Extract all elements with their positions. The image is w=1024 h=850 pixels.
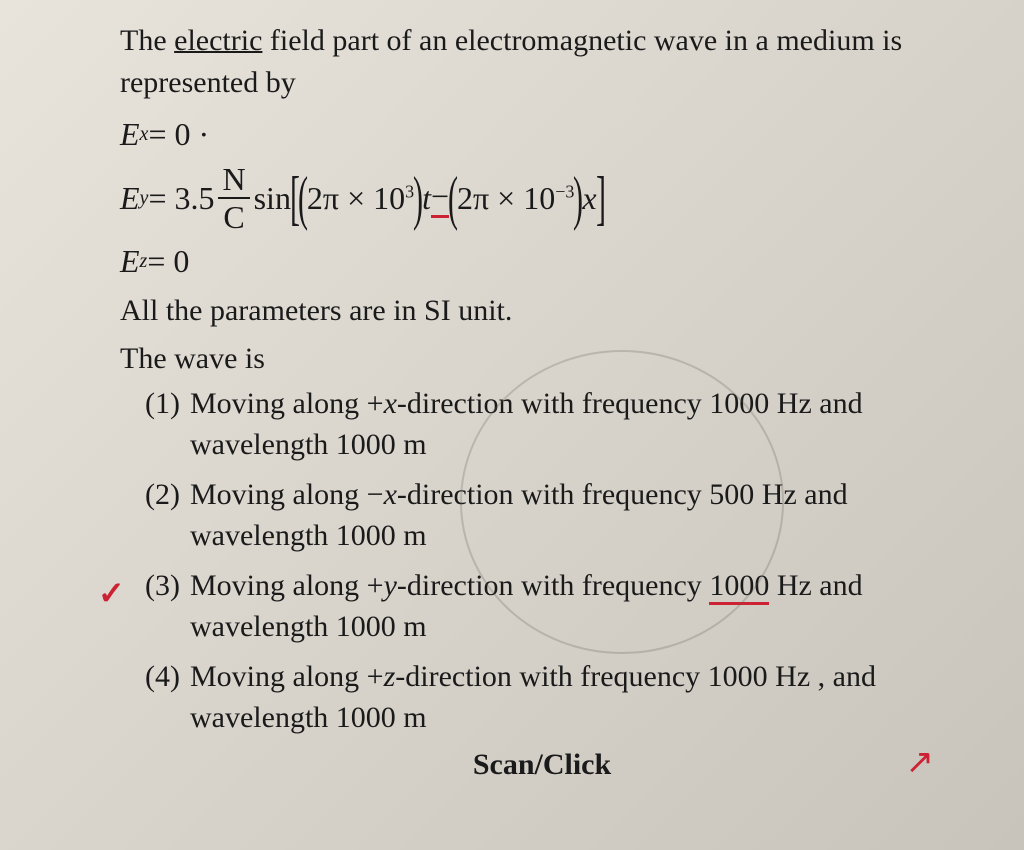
eq2-coeff: = 3.5	[148, 180, 214, 217]
arrow-annotation-icon: ↗	[906, 742, 935, 782]
equation-ez: Ez = 0	[120, 243, 964, 280]
eq1-rhs: = 0 ·	[148, 116, 209, 153]
intro-part1: The	[120, 24, 174, 57]
eq2-term2-base: 2π × 10	[457, 180, 555, 216]
option-3-text: Moving along +y-direction with frequency…	[190, 566, 964, 647]
option-4-text: Moving along +z-direction with frequency…	[190, 657, 964, 738]
eq3-lhs: E	[120, 243, 140, 280]
bracket-close-rnd2: )	[573, 174, 583, 222]
option-2-num: (2)	[120, 475, 190, 516]
eq2-sin: sin	[254, 180, 291, 217]
option-1-text: Moving along +x-direction with frequency…	[190, 384, 964, 465]
option-3: ✓ (3) Moving along +y-direction with fre…	[120, 566, 964, 647]
option-2-text: Moving along −x-direction with frequency…	[190, 475, 964, 556]
eq1-lhs: E	[120, 116, 140, 153]
opt1-var: x	[384, 387, 397, 420]
option-1-num: (1)	[120, 384, 190, 425]
bracket-open-rnd2: (	[448, 174, 458, 222]
eq2-term1-base: 2π × 10	[307, 180, 405, 216]
opt4-pre: Moving along +	[190, 660, 384, 693]
equation-ex: Ex = 0 ·	[120, 116, 964, 153]
eq2-sub: y	[140, 187, 149, 210]
opt3-post: -direction with frequency	[397, 569, 709, 602]
opt3-var: y	[384, 569, 397, 602]
fraction-nc: N C	[218, 163, 249, 233]
opt3-pre: Moving along +	[190, 569, 384, 602]
eq2-term2: 2π × 10−3	[457, 180, 574, 217]
opt1-pre: Moving along +	[190, 387, 384, 420]
option-2: (2) Moving along −x-direction with frequ…	[120, 475, 964, 556]
scan-click-label[interactable]: Scan/Click	[120, 748, 964, 782]
opt2-var: x	[384, 478, 397, 511]
opt4-var: z	[384, 660, 396, 693]
check-mark-icon: ✓	[98, 572, 125, 615]
question-intro: The electric field part of an electromag…	[120, 20, 964, 104]
eq2-term1: 2π × 103	[307, 180, 414, 217]
eq2-t: t	[422, 180, 431, 217]
opt3-freq: 1000	[709, 569, 769, 605]
option-1: (1) Moving along +x-direction with frequ…	[120, 384, 964, 465]
statement-si: All the parameters are in SI unit.	[120, 294, 964, 328]
statement-wave: The wave is	[120, 342, 964, 376]
option-3-num: ✓ (3)	[120, 566, 190, 607]
option-4: (4) Moving along +z-direction with frequ…	[120, 657, 964, 738]
opt3-num-label: (3)	[145, 566, 180, 607]
eq3-rhs: = 0	[147, 243, 189, 280]
opt2-pre: Moving along −	[190, 478, 384, 511]
option-4-num: (4)	[120, 657, 190, 698]
eq2-lhs: E	[120, 180, 140, 217]
eq1-sub: x	[140, 123, 149, 146]
frac-den: C	[223, 199, 244, 233]
eq3-sub: z	[140, 250, 148, 273]
frac-num: N	[218, 163, 249, 199]
bracket-close-rnd1: )	[413, 174, 423, 222]
eq2-term2-exp: −3	[555, 181, 574, 201]
options-list: (1) Moving along +x-direction with frequ…	[120, 384, 964, 738]
bracket-close-sq: ]	[596, 174, 606, 222]
eq2-x: x	[582, 180, 596, 217]
intro-underlined: electric	[174, 24, 262, 57]
bracket-open-rnd1: (	[298, 174, 308, 222]
equation-ey: Ey = 3.5 N C sin [ ( 2π × 103 ) t − ( 2π…	[120, 163, 964, 233]
eq2-minus: −	[431, 178, 449, 218]
